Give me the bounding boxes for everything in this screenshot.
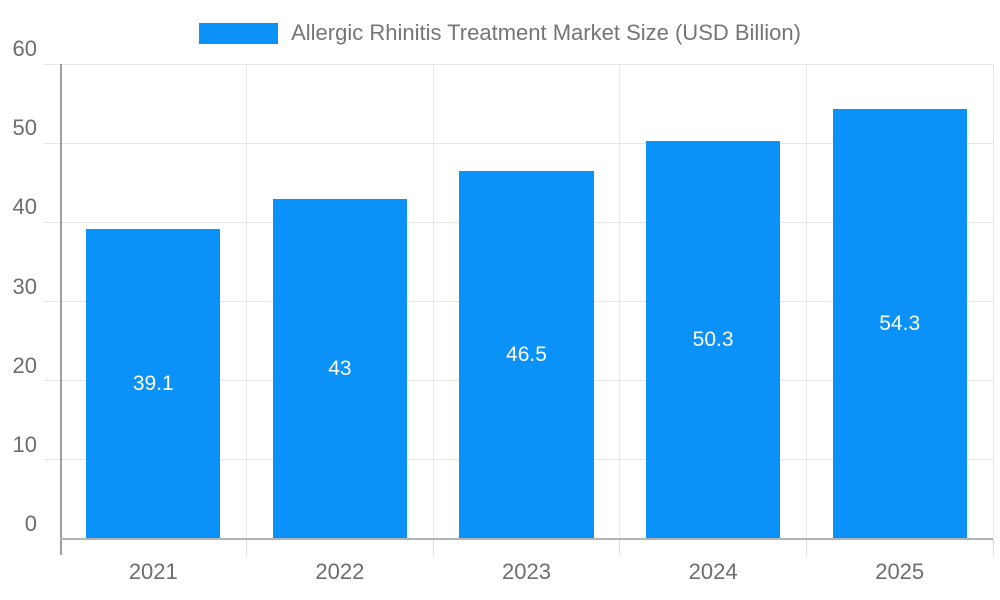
x-gridline	[992, 64, 994, 539]
x-axis-tick	[246, 539, 248, 555]
x-axis-tick-label: 2021	[128, 559, 178, 584]
x-gridline	[432, 64, 434, 539]
bar-value-label: 50.3	[692, 327, 734, 351]
bar-value-label: 39.1	[132, 372, 174, 396]
y-axis-tick-label: 10	[12, 431, 37, 457]
x-axis-tick	[619, 539, 621, 555]
x-axis-baseline	[60, 538, 993, 540]
bar-2022[interactable]: 43	[272, 198, 408, 539]
y-axis-tick-label: 60	[12, 36, 37, 61]
legend-color-swatch	[199, 22, 279, 44]
x-axis-tick	[992, 539, 994, 555]
x-axis-tick-label: 2023	[502, 559, 551, 584]
legend[interactable]: Allergic Rhinitis Treatment Market Size …	[0, 16, 1000, 50]
x-axis-tick	[432, 539, 434, 555]
legend-label: Allergic Rhinitis Treatment Market Size …	[291, 20, 801, 45]
bar-2023[interactable]: 46.5	[459, 170, 594, 539]
y-axis-line	[60, 64, 62, 555]
x-gridline	[246, 64, 248, 539]
y-axis-tick-label: 30	[12, 273, 37, 299]
x-gridline	[805, 64, 807, 539]
y-axis-tick-label: 20	[12, 352, 37, 378]
y-gridline	[44, 63, 993, 65]
y-axis-tick-label: 50	[12, 115, 37, 141]
y-gridline	[44, 142, 993, 144]
bar-2021[interactable]: 39.1	[86, 229, 221, 539]
x-axis-tick	[805, 539, 807, 555]
x-axis-tick-label: 2022	[315, 559, 365, 584]
bar-value-label: 43	[328, 356, 352, 380]
x-axis-tick-label: 2025	[875, 559, 925, 584]
y-axis-tick-label: 40	[12, 194, 37, 220]
bar-value-label: 54.3	[879, 312, 921, 336]
x-gridline	[619, 64, 621, 539]
y-axis-tick-label: 0	[24, 511, 37, 536]
plot-area: 0 10 20 30 40 50 60 39.1 2021 43 2022 46.5 2023 50.3 2…	[13, 36, 994, 584]
bar-2024[interactable]: 50.3	[645, 140, 781, 539]
bar-2025[interactable]: 54.3	[832, 109, 967, 539]
bar-value-label: 46.5	[506, 342, 547, 366]
x-axis-tick-label: 2024	[688, 559, 738, 584]
